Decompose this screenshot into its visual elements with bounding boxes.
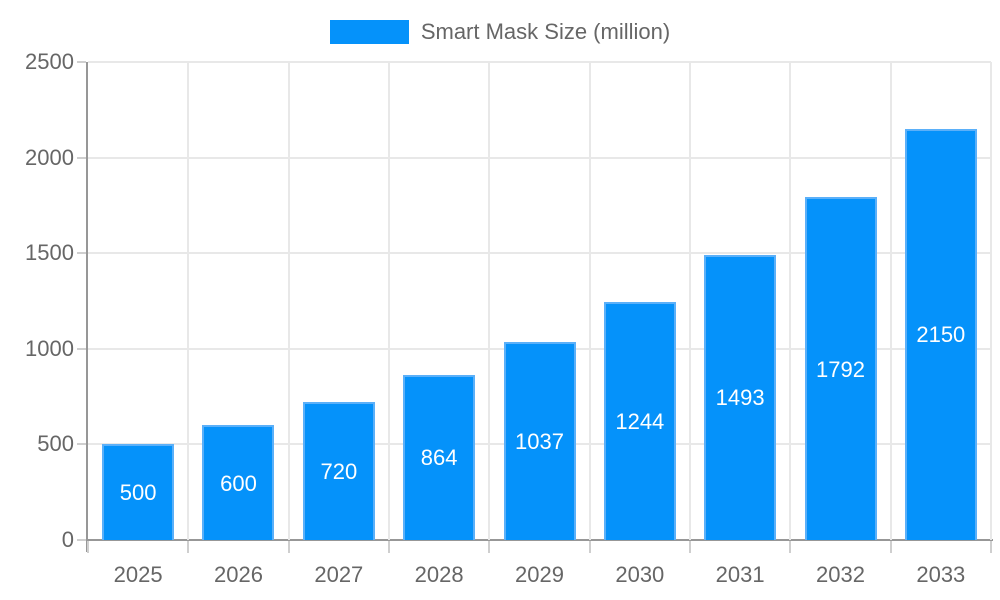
y-axis-tick-label: 0 — [61, 527, 74, 552]
bar: 1792 — [804, 197, 877, 540]
x-tick-mark — [688, 541, 691, 553]
y-axis-tick-label: 2500 — [25, 49, 74, 74]
x-axis-line — [86, 539, 993, 541]
bar: 864 — [403, 374, 476, 540]
h-gridline — [88, 252, 991, 255]
bar-value-label: 864 — [420, 445, 458, 471]
v-gridline — [990, 62, 992, 540]
y-tick-mark — [77, 347, 86, 350]
x-tick-mark — [889, 541, 892, 553]
x-axis-labels: 2025 2026 2027 2028 2029 2030 2031 2032 2033 — [88, 562, 991, 590]
v-gridline — [187, 62, 190, 540]
v-gridline — [588, 62, 591, 540]
y-axis-labels: 0 500 1000 1500 2000 2500 — [0, 49, 74, 552]
x-axis-tick-label: 2025 — [113, 562, 163, 587]
bar-value-label: 1244 — [615, 409, 665, 435]
x-axis-tick-label: 2026 — [214, 562, 263, 587]
v-gridline — [688, 62, 691, 540]
bar: 500 — [102, 444, 175, 540]
bar: 2150 — [904, 128, 977, 540]
y-tick-mark — [77, 252, 86, 255]
y-tick-mark — [77, 443, 86, 446]
x-tick-mark — [187, 541, 190, 553]
v-gridline — [387, 62, 390, 540]
bar-value-label: 2150 — [916, 322, 966, 348]
x-axis-tick-label: 2027 — [314, 562, 364, 587]
x-tick-mark — [488, 541, 491, 553]
x-tick-mark — [287, 541, 290, 553]
bar: 1493 — [704, 254, 777, 540]
y-axis-tick-label: 1000 — [25, 335, 74, 361]
v-gridline — [889, 62, 892, 540]
bar: 600 — [202, 425, 275, 540]
y-tick-mark — [77, 156, 86, 159]
bar: 1037 — [503, 341, 576, 540]
x-tick-mark — [588, 541, 591, 553]
x-axis-tick-label: 2028 — [414, 562, 464, 587]
h-gridline — [88, 61, 991, 63]
plot-area: 500 600 720 864 1037 1244 1493 1792 2150 — [77, 61, 992, 553]
y-axis-tick-label: 2000 — [25, 144, 74, 170]
legend: Smart Mask Size (million) — [0, 19, 1000, 45]
bar: 720 — [302, 402, 375, 540]
y-tick-mark — [77, 61, 86, 63]
bar-value-label: 1493 — [715, 385, 765, 411]
y-axis-line — [86, 62, 88, 552]
v-gridline — [287, 62, 290, 540]
bar-value-label: 600 — [220, 470, 257, 496]
x-axis-tick-label: 2032 — [816, 562, 865, 587]
bar-value-label: 1037 — [515, 428, 564, 454]
x-axis-tick-label: 2030 — [615, 562, 665, 587]
legend-label: Smart Mask Size (million) — [420, 19, 671, 44]
v-gridline — [488, 62, 491, 540]
bar-value-label: 1792 — [816, 356, 865, 382]
y-axis-tick-label: 1500 — [25, 240, 74, 266]
v-gridline — [789, 62, 792, 540]
bar-value-label: 720 — [320, 459, 358, 485]
x-tick-mark — [87, 541, 89, 553]
bar-value-label: 500 — [119, 480, 157, 506]
x-axis-tick-label: 2033 — [916, 562, 966, 587]
x-axis-tick-label: 2031 — [715, 562, 765, 587]
legend-swatch — [329, 20, 409, 44]
x-tick-mark — [990, 541, 992, 553]
x-tick-mark — [387, 541, 390, 553]
h-gridline — [88, 156, 991, 159]
bar: 1244 — [603, 302, 676, 540]
y-tick-mark — [77, 539, 86, 541]
y-axis-tick-label: 500 — [37, 431, 74, 457]
x-tick-mark — [789, 541, 792, 553]
x-axis-tick-label: 2029 — [515, 562, 564, 587]
